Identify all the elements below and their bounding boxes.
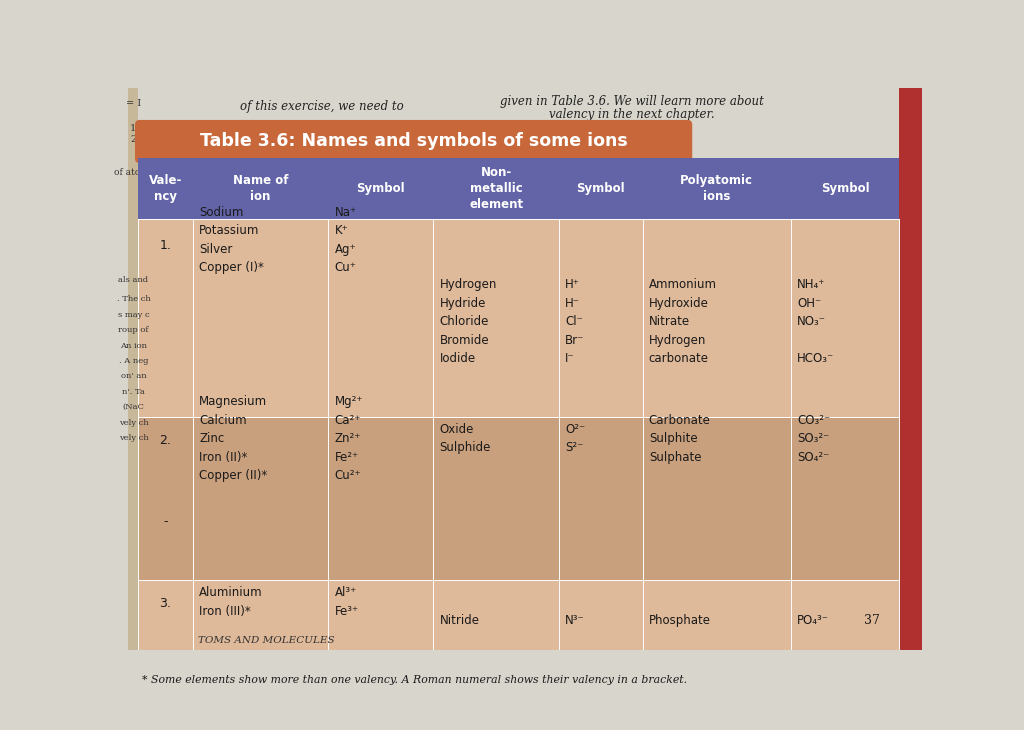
Text: Na⁺
K⁺
Ag⁺
Cu⁺: Na⁺ K⁺ Ag⁺ Cu⁺ [335, 206, 356, 274]
Text: PO₄³⁻: PO₄³⁻ [798, 615, 829, 627]
Text: Symbol: Symbol [821, 182, 869, 195]
Text: s may c: s may c [118, 311, 150, 319]
Text: 1
2: 1 2 [130, 124, 136, 144]
Text: Name of
ion: Name of ion [232, 174, 289, 203]
Text: Hydrogen
Hydride
Chloride
Bromide
Iodide: Hydrogen Hydride Chloride Bromide Iodide [439, 278, 497, 365]
Bar [138, 158, 899, 218]
Text: Symbol: Symbol [356, 182, 406, 195]
Text: als and: als and [119, 276, 148, 284]
Text: of atoms: of atoms [114, 168, 154, 177]
Text: TOMS AND MOLECULES: TOMS AND MOLECULES [198, 636, 335, 645]
Text: NH₄⁺
OH⁻
NO₃⁻

HCO₃⁻: NH₄⁺ OH⁻ NO₃⁻ HCO₃⁻ [798, 278, 835, 365]
Text: roup of: roup of [118, 326, 148, 334]
Text: vely ch: vely ch [119, 418, 148, 426]
Text: (NaC: (NaC [123, 403, 144, 411]
Text: -: - [163, 515, 168, 528]
Text: of this exercise, we need to: of this exercise, we need to [240, 100, 403, 113]
Text: on' an: on' an [121, 372, 146, 380]
Text: Mg²⁺
Ca²⁺
Zn²⁺
Fe²⁺
Cu²⁺: Mg²⁺ Ca²⁺ Zn²⁺ Fe²⁺ Cu²⁺ [335, 395, 364, 483]
Text: Vale-
ncy: Vale- ncy [148, 174, 182, 203]
Text: Nitride: Nitride [439, 615, 479, 627]
Bar [138, 218, 899, 417]
Text: vely ch: vely ch [119, 434, 148, 442]
FancyBboxPatch shape [135, 120, 692, 163]
Text: Non-
metallic
element: Non- metallic element [469, 166, 523, 211]
Text: Symbol: Symbol [577, 182, 625, 195]
Text: Table 3.6: Names and symbols of some ions: Table 3.6: Names and symbols of some ion… [200, 133, 628, 150]
Text: N³⁻: N³⁻ [565, 615, 585, 627]
Text: Aluminium
Iron (III)*: Aluminium Iron (III)* [199, 586, 263, 618]
Text: Al³⁺
Fe³⁺: Al³⁺ Fe³⁺ [335, 586, 358, 618]
Text: Polyatomic
ions: Polyatomic ions [680, 174, 754, 203]
Text: 3.: 3. [160, 597, 171, 610]
Text: n'. Ta: n'. Ta [122, 388, 144, 396]
Text: * Some elements show more than one valency. A Roman numeral shows their valency : * Some elements show more than one valen… [142, 675, 687, 685]
Text: Ammonium
Hydroxide
Nitrate
Hydrogen
carbonate: Ammonium Hydroxide Nitrate Hydrogen carb… [649, 278, 717, 365]
Text: Magnesium
Calcium
Zinc
Iron (II)*
Copper (II)*: Magnesium Calcium Zinc Iron (II)* Copper… [199, 395, 267, 483]
Bar [138, 417, 899, 580]
Text: . The ch: . The ch [117, 296, 151, 304]
Bar [128, 88, 138, 650]
Text: 1.: 1. [160, 239, 171, 252]
Text: valency in the next chapter.: valency in the next chapter. [549, 108, 715, 121]
Text: 2.: 2. [160, 434, 171, 447]
Text: = I: = I [126, 99, 141, 107]
Text: O²⁻
S²⁻: O²⁻ S²⁻ [565, 423, 586, 455]
Text: CO₃²⁻
SO₃²⁻
SO₄²⁻: CO₃²⁻ SO₃²⁻ SO₄²⁻ [798, 414, 830, 464]
Text: given in Table 3.6. We will learn more about: given in Table 3.6. We will learn more a… [500, 95, 764, 108]
Text: Carbonate
Sulphite
Sulphate: Carbonate Sulphite Sulphate [649, 414, 711, 464]
Text: Phosphate: Phosphate [649, 615, 711, 627]
Bar [899, 88, 922, 650]
Text: Sodium
Potassium
Silver
Copper (I)*: Sodium Potassium Silver Copper (I)* [199, 206, 264, 274]
Text: 37: 37 [864, 614, 880, 627]
Text: . A neg: . A neg [119, 357, 148, 365]
Text: An ion: An ion [120, 342, 146, 350]
Text: H⁺
H⁻
Cl⁻
Br⁻
I⁻: H⁺ H⁻ Cl⁻ Br⁻ I⁻ [565, 278, 585, 365]
Text: Oxide
Sulphide: Oxide Sulphide [439, 423, 490, 455]
Bar [138, 580, 899, 661]
